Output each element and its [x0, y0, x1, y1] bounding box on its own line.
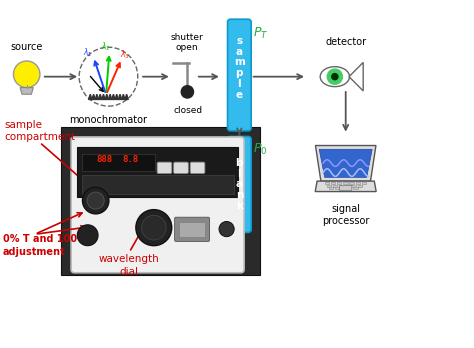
FancyBboxPatch shape — [356, 182, 360, 184]
Circle shape — [87, 192, 104, 209]
FancyBboxPatch shape — [82, 175, 234, 194]
Text: $P_T$: $P_T$ — [253, 26, 268, 41]
Polygon shape — [112, 94, 115, 100]
FancyBboxPatch shape — [349, 182, 354, 184]
Circle shape — [13, 61, 40, 88]
Polygon shape — [95, 94, 99, 100]
Text: detector: detector — [325, 37, 366, 47]
Text: wavelength
dial: wavelength dial — [99, 254, 160, 277]
FancyBboxPatch shape — [337, 182, 341, 184]
Text: $\lambda_3$: $\lambda_3$ — [120, 48, 130, 61]
Polygon shape — [20, 88, 33, 94]
Text: monochromator: monochromator — [70, 114, 147, 125]
FancyBboxPatch shape — [173, 162, 188, 174]
Circle shape — [77, 225, 98, 246]
FancyBboxPatch shape — [341, 187, 345, 189]
Polygon shape — [122, 94, 125, 100]
Polygon shape — [118, 94, 122, 100]
Polygon shape — [99, 94, 102, 100]
Circle shape — [79, 47, 138, 106]
Circle shape — [136, 209, 172, 246]
Circle shape — [219, 221, 234, 237]
Circle shape — [327, 69, 342, 84]
FancyBboxPatch shape — [61, 127, 260, 275]
Polygon shape — [105, 94, 109, 100]
Polygon shape — [102, 94, 105, 100]
FancyBboxPatch shape — [179, 222, 205, 237]
FancyBboxPatch shape — [362, 182, 366, 184]
Polygon shape — [319, 149, 372, 177]
FancyBboxPatch shape — [325, 182, 329, 184]
Text: shutter
open: shutter open — [170, 33, 203, 52]
Polygon shape — [115, 94, 118, 100]
FancyBboxPatch shape — [333, 185, 337, 187]
FancyBboxPatch shape — [190, 162, 205, 174]
FancyBboxPatch shape — [343, 182, 347, 184]
FancyBboxPatch shape — [174, 217, 210, 242]
FancyBboxPatch shape — [327, 185, 331, 187]
Text: $P_0$: $P_0$ — [253, 142, 267, 157]
Ellipse shape — [320, 67, 349, 87]
FancyBboxPatch shape — [228, 136, 251, 232]
Text: $\lambda_1$: $\lambda_1$ — [83, 47, 93, 59]
FancyBboxPatch shape — [335, 187, 339, 189]
Text: source: source — [10, 42, 43, 52]
Polygon shape — [109, 94, 112, 100]
FancyBboxPatch shape — [228, 19, 251, 131]
Circle shape — [82, 187, 109, 214]
FancyBboxPatch shape — [331, 182, 335, 184]
Polygon shape — [315, 181, 376, 191]
FancyBboxPatch shape — [328, 187, 333, 189]
FancyBboxPatch shape — [339, 185, 352, 191]
Polygon shape — [316, 145, 376, 181]
Text: closed: closed — [174, 106, 203, 115]
FancyBboxPatch shape — [77, 148, 238, 197]
FancyBboxPatch shape — [357, 185, 362, 187]
Polygon shape — [125, 94, 128, 100]
Text: s
a
m
p
l
e: s a m p l e — [234, 36, 245, 100]
Polygon shape — [89, 94, 92, 100]
FancyBboxPatch shape — [157, 162, 172, 174]
Polygon shape — [349, 62, 363, 91]
Polygon shape — [92, 94, 95, 100]
Circle shape — [142, 215, 166, 240]
FancyBboxPatch shape — [345, 185, 349, 187]
FancyBboxPatch shape — [339, 185, 343, 187]
Text: $\lambda_2$: $\lambda_2$ — [101, 41, 111, 54]
Text: signal
processor: signal processor — [322, 204, 369, 226]
FancyBboxPatch shape — [71, 137, 244, 273]
Text: sample
compartment: sample compartment — [4, 120, 75, 142]
Circle shape — [181, 86, 193, 98]
Circle shape — [332, 73, 338, 80]
FancyBboxPatch shape — [351, 185, 356, 187]
FancyBboxPatch shape — [353, 187, 357, 189]
FancyBboxPatch shape — [82, 153, 155, 171]
Text: 888: 888 — [96, 155, 112, 164]
Text: 8.8: 8.8 — [122, 155, 138, 164]
FancyBboxPatch shape — [347, 187, 351, 189]
Text: 0% T and 100% T
adjustment: 0% T and 100% T adjustment — [3, 234, 97, 256]
Text: b
l
a
n
k: b l a n k — [236, 158, 243, 211]
